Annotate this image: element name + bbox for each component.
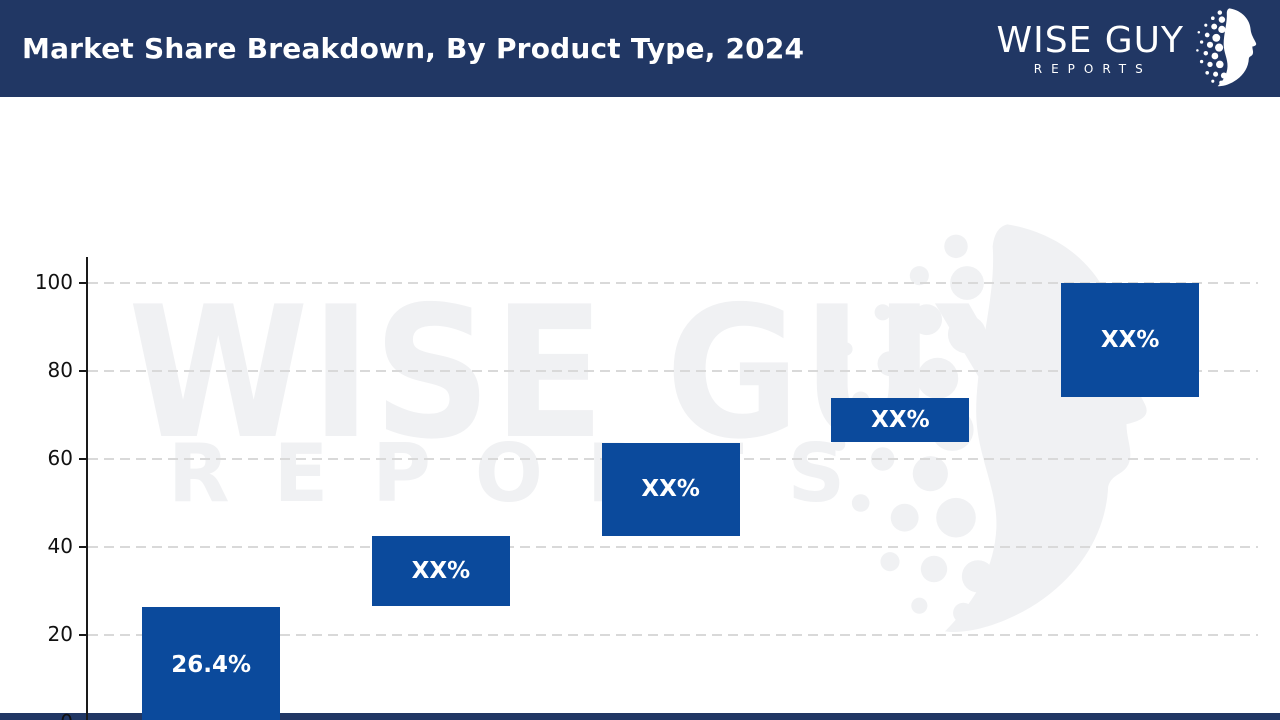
bar: XX%	[831, 398, 970, 443]
y-tick-label: 60	[47, 446, 73, 470]
bar-value-label: XX%	[411, 558, 471, 585]
wiseguy-logo: WISE GUY REPORTS	[997, 7, 1269, 91]
bar: XX%	[371, 536, 510, 607]
bar: 26.4%	[142, 606, 281, 720]
gridline	[88, 370, 1258, 372]
y-tick-label: 40	[47, 534, 73, 558]
y-tick-label: 20	[47, 622, 73, 646]
bar-value-label: XX%	[871, 407, 930, 434]
chart-canvas: WISE GUY REPORTS 02040608010026.4%XX%XX%…	[0, 97, 1280, 720]
y-tick-label: 100	[34, 270, 73, 294]
logo-subtext: REPORTS	[1033, 61, 1152, 76]
y-tick-mark	[79, 370, 87, 372]
y-tick-mark	[79, 546, 87, 548]
footer-bar	[0, 713, 1280, 720]
y-tick-mark	[79, 458, 87, 460]
logo-text: WISE GUY REPORTS	[996, 19, 1185, 76]
gridline	[88, 546, 1258, 548]
plot-area: 02040608010026.4%XX%XX%XX%XX%Beard OilBe…	[0, 97, 1280, 720]
bar-value-label: 26.4%	[171, 651, 252, 678]
chart-title: Market Share Breakdown, By Product Type,…	[22, 32, 805, 65]
bar: XX%	[601, 443, 740, 536]
y-tick-label: 0	[18, 710, 73, 720]
bar: XX%	[1061, 283, 1200, 397]
logo-wordmark: WISE GUY	[996, 19, 1184, 61]
gridline	[88, 634, 1258, 636]
y-tick-mark	[79, 634, 87, 636]
y-tick-mark	[79, 282, 87, 284]
y-tick-label: 80	[47, 358, 73, 382]
bar-value-label: XX%	[1100, 326, 1160, 353]
bar-value-label: XX%	[641, 476, 700, 503]
header-bar: Market Share Breakdown, By Product Type,…	[0, 0, 1280, 97]
gridline	[88, 282, 1258, 284]
y-axis-line	[86, 257, 88, 720]
logo-head-icon	[1180, 7, 1268, 91]
